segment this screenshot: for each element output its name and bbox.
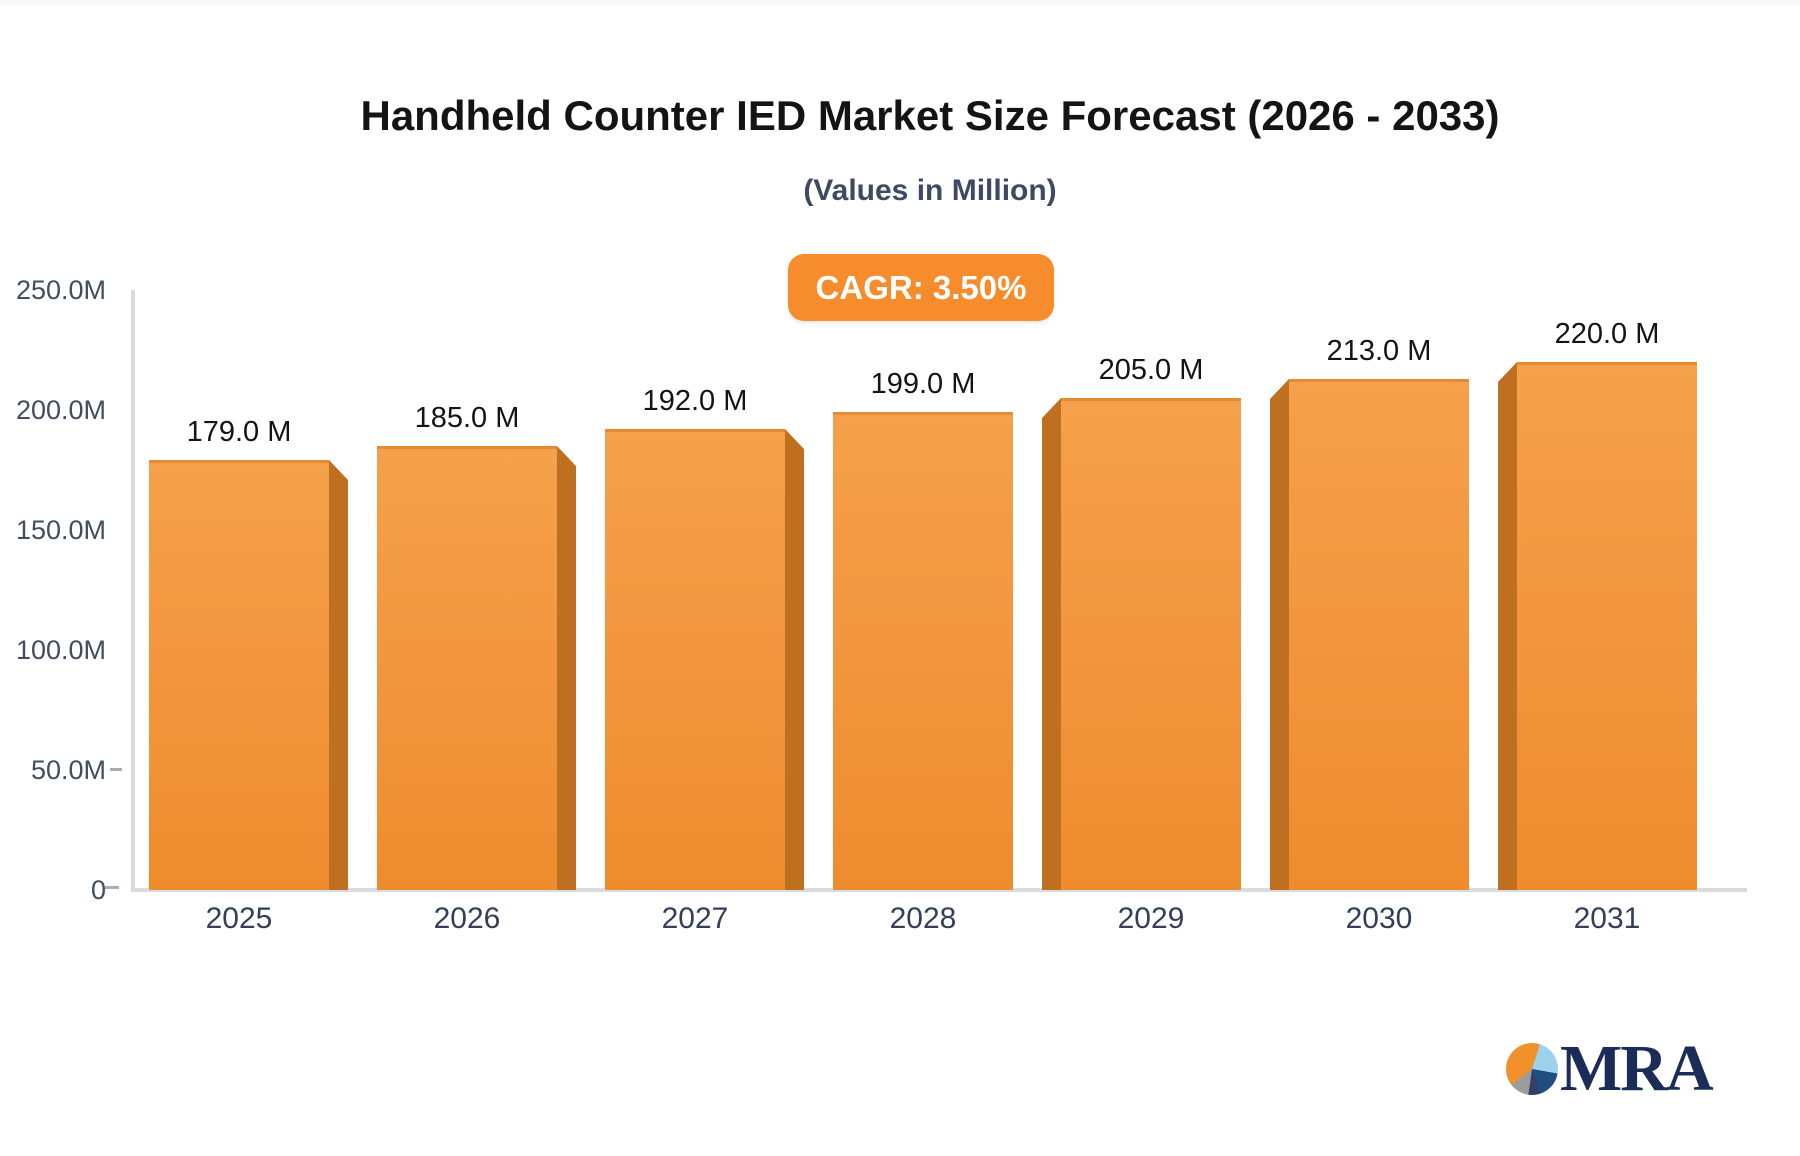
cagr-badge-label: CAGR: 3.50% xyxy=(815,268,1027,306)
bar-value-label-2026: 185.0 M xyxy=(414,402,520,434)
bar-3d-side-2025 xyxy=(329,460,348,890)
y-axis-tick-label: 150.0M xyxy=(15,515,106,545)
bar-value-label-2031: 220.0 M xyxy=(1554,318,1660,350)
x-axis-label-2029: 2029 xyxy=(1117,902,1185,935)
bar-3d-side-2029 xyxy=(1042,398,1061,890)
logo-text: MRA xyxy=(1560,1032,1714,1105)
x-axis-label-2031: 2031 xyxy=(1573,902,1641,935)
y-axis-tick-mark xyxy=(110,768,122,771)
bar-value-label-2029: 205.0 M xyxy=(1098,354,1204,386)
bar-value-label-2025: 179.0 M xyxy=(186,416,292,448)
bar-value-label-2030: 213.0 M xyxy=(1326,335,1432,367)
y-axis-tick-label: 200.0M xyxy=(15,395,106,425)
x-axis-label-2028: 2028 xyxy=(889,902,957,935)
cagr-badge: CAGR: 3.50% xyxy=(788,254,1054,321)
mra-logo: MRA xyxy=(1506,1032,1714,1105)
bar-value-label-2027: 192.0 M xyxy=(642,385,748,417)
y-axis-line xyxy=(131,290,135,890)
bar-2025 xyxy=(149,460,329,890)
x-axis-label-2026: 2026 xyxy=(433,902,501,935)
chart-title: Handheld Counter IED Market Size Forecas… xyxy=(360,92,1500,139)
bar-2029 xyxy=(1061,398,1241,890)
chart-subtitle: (Values in Million) xyxy=(803,174,1057,207)
x-axis-label-2027: 2027 xyxy=(661,902,729,935)
bar-2027 xyxy=(605,429,785,890)
bar-3d-side-2031 xyxy=(1498,362,1517,890)
bar-3d-side-2030 xyxy=(1270,379,1289,890)
y-axis-tick-label: 100.0M xyxy=(15,635,106,665)
x-axis-label-2030: 2030 xyxy=(1345,902,1413,935)
x-axis-baseline xyxy=(131,888,1747,892)
bar-value-label-2028: 199.0 M xyxy=(870,368,976,400)
page-top-strip xyxy=(0,0,1800,5)
y-axis-tick-label: 50.0M xyxy=(30,755,106,785)
bar-2030 xyxy=(1289,379,1469,890)
pie-chart-logo-icon xyxy=(1506,1043,1558,1095)
bar-3d-side-2026 xyxy=(557,446,576,890)
bar-2028 xyxy=(833,412,1013,890)
y-axis-tick-label: 0 xyxy=(90,875,106,905)
y-axis-tick-mark xyxy=(105,886,119,889)
bar-2026 xyxy=(377,446,557,890)
y-axis-tick-label: 250.0M xyxy=(15,275,106,305)
bar-3d-side-2027 xyxy=(785,429,804,890)
x-axis-label-2025: 2025 xyxy=(205,902,273,935)
bar-2031 xyxy=(1517,362,1697,890)
